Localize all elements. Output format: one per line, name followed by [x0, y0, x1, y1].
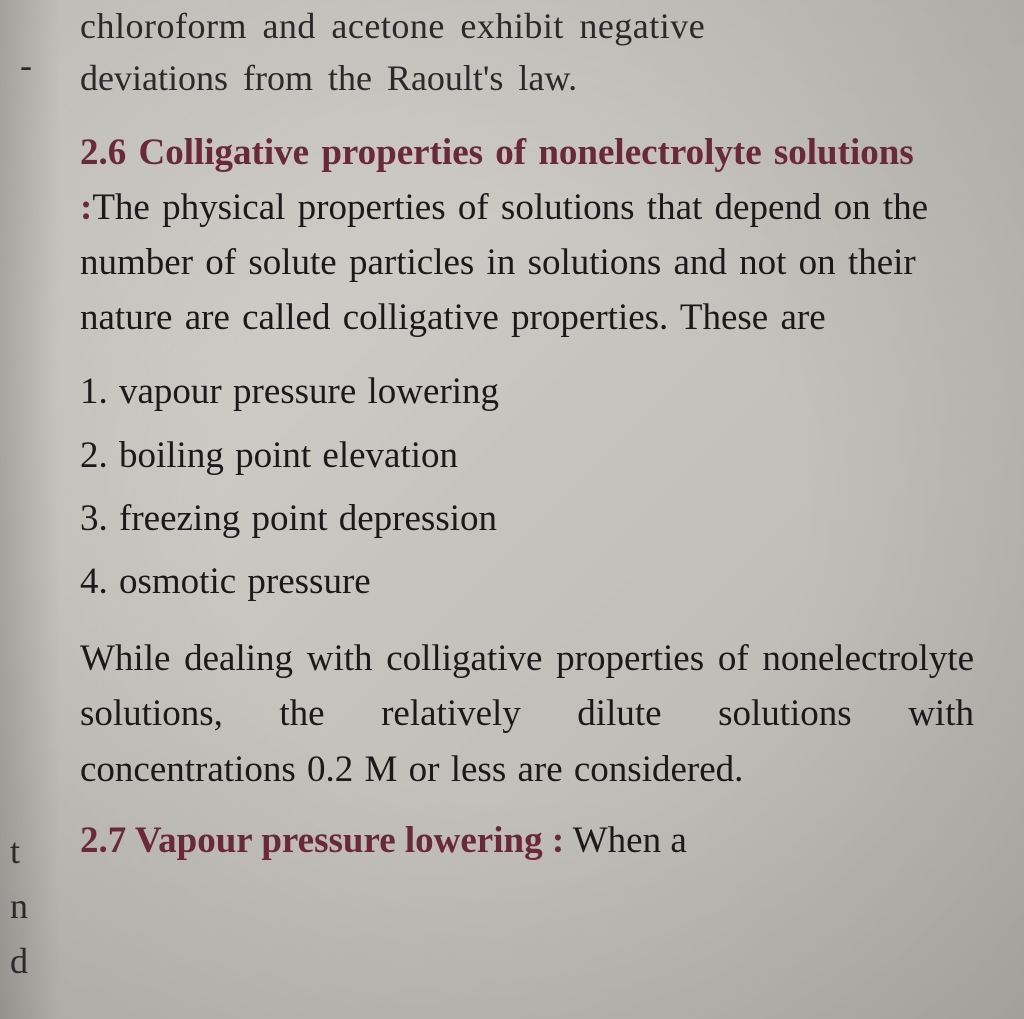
list-item: 1. vapour pressure lowering [80, 363, 974, 420]
intro-fragment: chloroform and acetone exhibit negative … [80, 0, 974, 104]
list-item: 3. freezing point depression [80, 490, 974, 547]
concluding-paragraph: While dealing with colligative propertie… [80, 631, 974, 798]
margin-letter-n: n [10, 885, 28, 927]
margin-letter-d: d [10, 940, 28, 982]
section-paragraph: 2.6 Colligative properties of nonelectro… [80, 126, 974, 345]
list-item: 2. boiling point elevation [80, 427, 974, 484]
intro-line-2: deviations from the Raoult's law. [80, 52, 974, 104]
section-body-text: The physical properties of solutions tha… [80, 187, 928, 338]
list-item: 4. osmotic pressure [80, 553, 974, 610]
margin-dash: - [20, 44, 32, 86]
margin-letter-t: t [10, 830, 20, 872]
next-section-line: 2.7 Vapour pressure lowering : When a [80, 819, 974, 862]
intro-line-1: chloroform and acetone exhibit negative [80, 0, 974, 52]
next-section-body: When a [564, 820, 687, 861]
page-content: chloroform and acetone exhibit negative … [80, 0, 974, 862]
page-shadow-left [0, 0, 60, 1019]
next-section-heading: 2.7 Vapour pressure lowering : [80, 820, 564, 861]
colligative-list: 1. vapour pressure lowering 2. boiling p… [80, 363, 974, 610]
